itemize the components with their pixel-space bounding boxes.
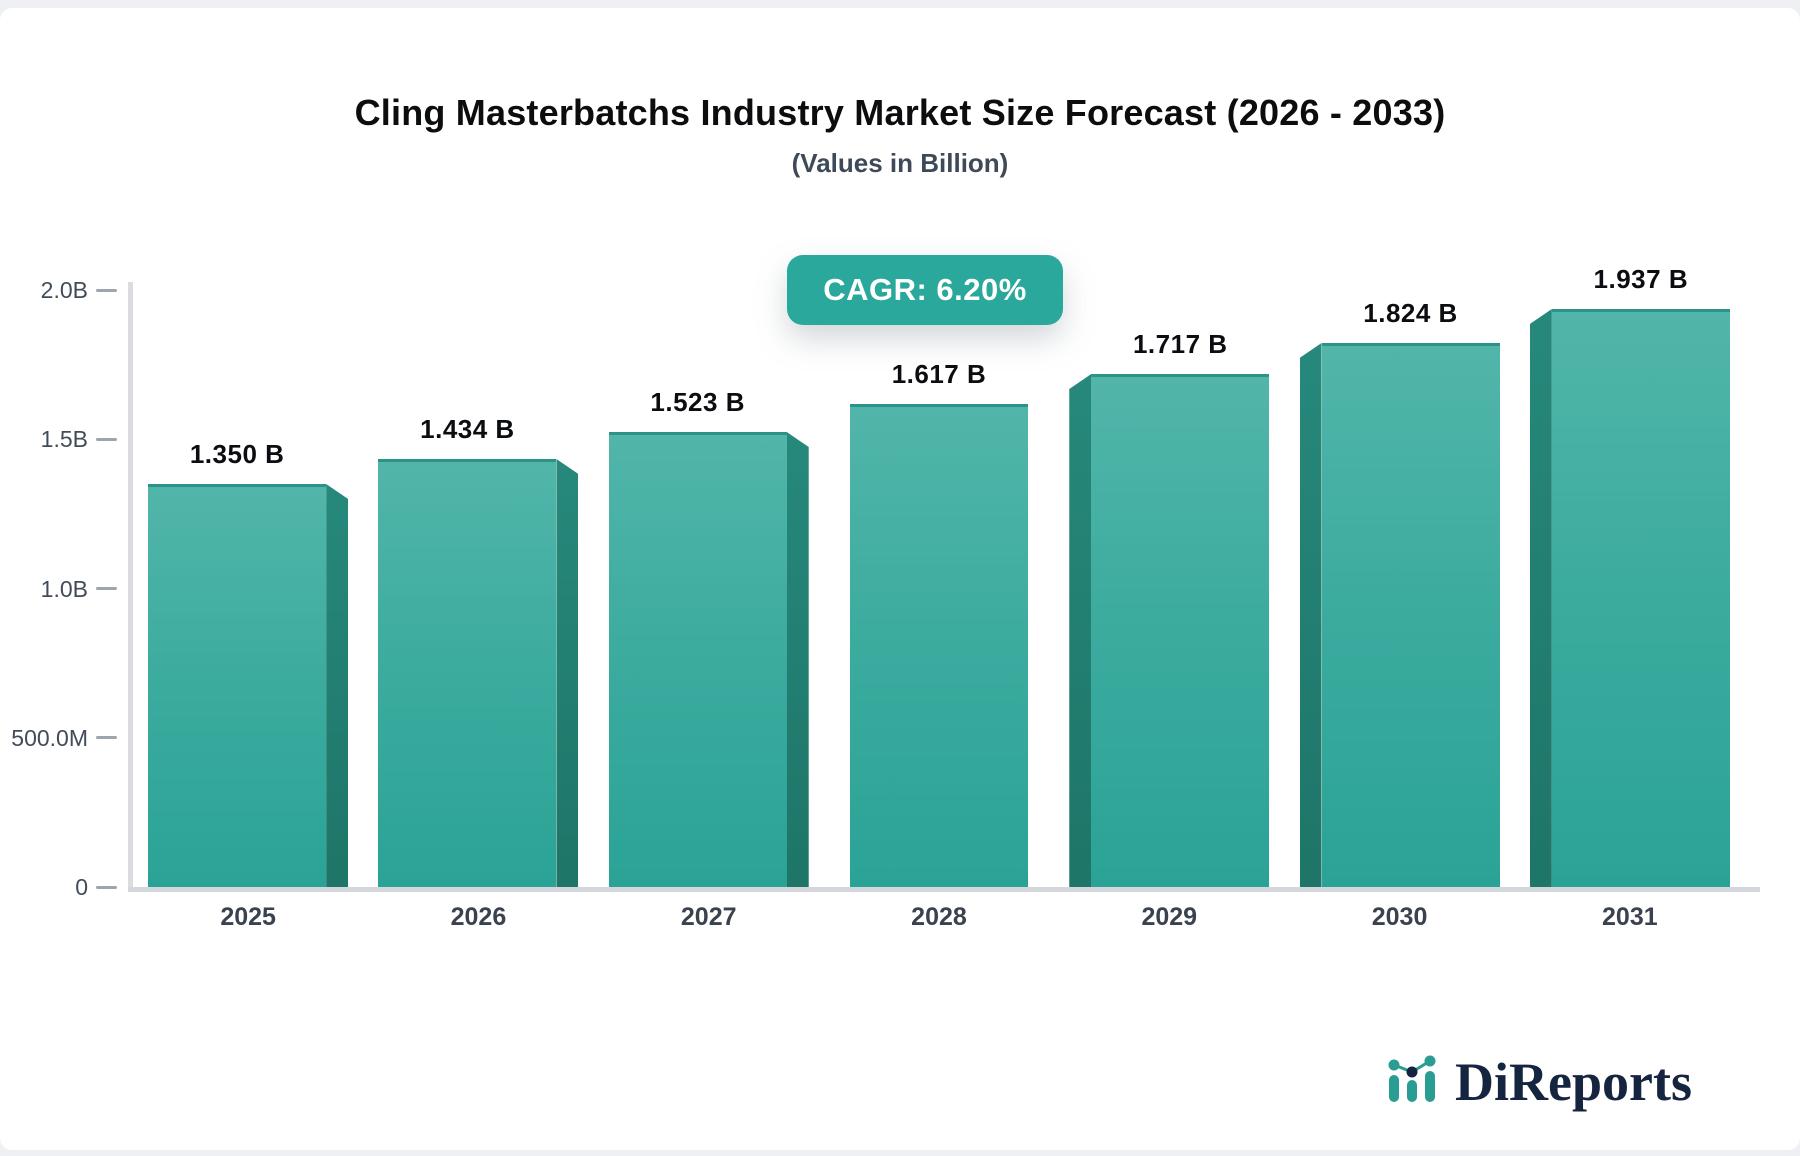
brand-logo-icon <box>1388 1055 1436 1102</box>
y-tick-2.0B <box>96 288 117 292</box>
chart-title: Cling Masterbatchs Industry Market Size … <box>354 92 1446 133</box>
bar-face-2031 <box>1551 309 1730 887</box>
x-axis-label-2026: 2026 <box>450 903 507 931</box>
y-tick-1.0B <box>96 587 117 590</box>
value-label-2029: 1.717 B <box>1132 329 1228 359</box>
bar-slot-2028: 1.617 B 2028 <box>824 290 1054 931</box>
bar-side-face-2030 <box>1299 343 1322 887</box>
y-tick-500.0M <box>96 736 117 740</box>
value-label-2026: 1.434 B <box>420 414 515 444</box>
bar-side-face-2025 <box>326 484 349 887</box>
chart-subtitle: (Values in Billion) <box>791 148 1009 178</box>
y-tick-label-500.0M: 500.0M <box>11 724 88 751</box>
x-axis-label-2025: 2025 <box>220 903 276 931</box>
y-axis-line <box>128 282 133 887</box>
value-label-2030: 1.824 B <box>1363 298 1458 328</box>
y-tick-label-1.0B: 1.0B <box>40 575 88 602</box>
bar-2031 <box>1529 309 1730 887</box>
bar-2030 <box>1299 343 1500 887</box>
bar-2026 <box>378 459 579 887</box>
y-tick-label-0: 0 <box>75 874 88 900</box>
x-axis-label-2030: 2030 <box>1371 903 1428 931</box>
x-axis-label-2027: 2027 <box>680 903 737 931</box>
bar-2028 <box>839 404 1039 887</box>
bar-face-2030 <box>1321 343 1500 887</box>
bar-face-2028 <box>849 404 1028 887</box>
bar-slot-2025: 1.350 B 2025 <box>133 290 363 931</box>
value-label-2028: 1.617 B <box>891 359 987 389</box>
x-axis-label-2029: 2029 <box>1141 903 1198 931</box>
bar-face-2025 <box>148 484 327 887</box>
bar-slot-2027: 1.523 B 2027 <box>594 290 824 931</box>
x-axis-label-2031: 2031 <box>1602 903 1658 931</box>
y-tick-label-1.5B: 1.5B <box>40 426 88 453</box>
bar-slot-2031: 1.937 B 2031 <box>1515 264 1745 931</box>
brand-logo-text: DiReports <box>1455 1052 1692 1113</box>
bar-side-face-2031 <box>1529 309 1552 887</box>
value-label-2031: 1.937 B <box>1593 264 1689 294</box>
y-tick-1.5B <box>96 437 117 441</box>
y-tick-label-2.0B: 2.0B <box>40 277 88 303</box>
bar-2029 <box>1069 374 1270 887</box>
value-label-2027: 1.523 B <box>650 387 745 417</box>
bar-side-face-2026 <box>556 459 579 887</box>
bar-slot-2030: 1.824 B 2030 <box>1284 290 1514 931</box>
x-axis-line <box>128 887 1760 892</box>
bar-face-2027 <box>608 432 787 887</box>
cagr-badge: CAGR: 6.20% <box>787 255 1063 325</box>
bar-2025 <box>148 484 349 887</box>
bar-2027 <box>608 432 809 887</box>
bar-side-face-2029 <box>1069 374 1092 887</box>
x-axis-label-2028: 2028 <box>911 903 967 931</box>
plot-area: 0 500.0M 1.0B 1.5B 2.0B 1.350 B 2025 1.434 B 202… <box>11 264 1760 931</box>
value-label-2025: 1.350 B <box>189 439 285 469</box>
bar-side-face-2027 <box>786 432 809 887</box>
bar-face-2029 <box>1091 374 1270 887</box>
bar-slot-2026: 1.434 B 2026 <box>363 290 593 931</box>
y-tick-0 <box>96 885 117 889</box>
bar-face-2026 <box>378 459 557 887</box>
cagr-badge-label: CAGR: 6.20% <box>823 272 1027 307</box>
bar-slot-2029: 1.717 B 2029 <box>1054 290 1284 931</box>
brand-logo: DiReports <box>1385 1048 1692 1113</box>
